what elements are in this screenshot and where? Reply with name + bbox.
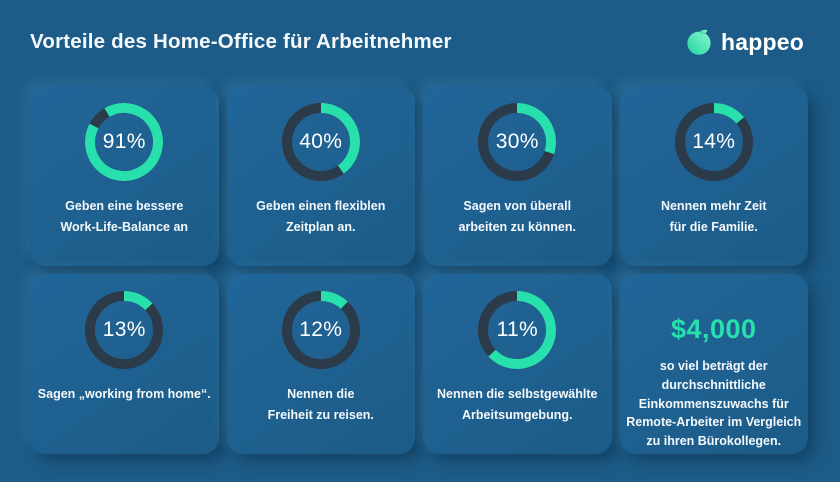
- stat-card-family-time: 14% Nennen mehr Zeit für die Familie.: [619, 86, 808, 266]
- page-title: Vorteile des Home-Office für Arbeitnehme…: [30, 30, 452, 53]
- donut-chart: 13%: [85, 291, 164, 369]
- donut-chart: 40%: [281, 103, 360, 181]
- stat-card-work-life-balance: 91% Geben eine bessere Work-Life-Balance…: [30, 86, 219, 266]
- stat-caption: Sagen von überall arbeiten zu können.: [458, 199, 576, 234]
- donut-chart: 14%: [674, 103, 753, 181]
- donut-percent-label: 11%: [496, 318, 538, 341]
- stat-card-work-anywhere: 30% Sagen von überall arbeiten zu können…: [423, 86, 612, 266]
- donut-percent-label: 40%: [299, 130, 343, 153]
- stat-caption: Geben einen flexiblen Zeitplan an.: [256, 199, 386, 234]
- stat-caption: Nennen mehr Zeit für die Familie.: [660, 199, 767, 234]
- stat-caption: Nennen die selbstgewählte Arbeitsumgebun…: [437, 387, 598, 422]
- donut-chart: 30%: [478, 103, 557, 181]
- stat-card-freedom-to-travel: 12% Nennen die Freiheit zu reisen.: [226, 274, 415, 454]
- stat-caption: Nennen die Freiheit zu reisen.: [267, 387, 374, 422]
- stat-card-working-from-home: 13% Sagen „working from home“.: [30, 274, 219, 454]
- donut-percent-label: 13%: [102, 318, 146, 341]
- header: Vorteile des Home-Office für Arbeitnehme…: [0, 0, 840, 60]
- happeo-logo-icon: [687, 29, 711, 55]
- stat-caption: Sagen „working from home“.: [37, 387, 211, 401]
- donut-percent-label: 91%: [102, 130, 146, 153]
- donut-percent-label: 30%: [495, 130, 539, 153]
- stat-card-flexible-schedule: 40% Geben einen flexiblen Zeitplan an.: [226, 86, 415, 266]
- stat-card-income-increase: $4,000 so viel beträgt der durchschnittl…: [619, 274, 808, 454]
- stats-grid: 91% Geben eine bessere Work-Life-Balance…: [30, 86, 808, 454]
- happeo-logo: happeo: [686, 29, 804, 56]
- happeo-logo-text: happeo: [721, 28, 804, 55]
- donut-chart: 12%: [281, 291, 360, 369]
- donut-chart: 91%: [85, 103, 164, 181]
- donut-chart: 11%: [478, 291, 557, 369]
- donut-percent-label: 14%: [692, 130, 736, 153]
- stat-caption: Geben eine bessere Work-Life-Balance an: [60, 199, 189, 234]
- stat-card-work-environment: 11% Nennen die selbstgewählte Arbeitsumg…: [423, 274, 612, 454]
- donut-percent-label: 12%: [299, 318, 343, 341]
- stat-caption: so viel beträgt der durchschnittliche Ei…: [626, 359, 802, 448]
- money-stat: $4,000: [670, 314, 757, 344]
